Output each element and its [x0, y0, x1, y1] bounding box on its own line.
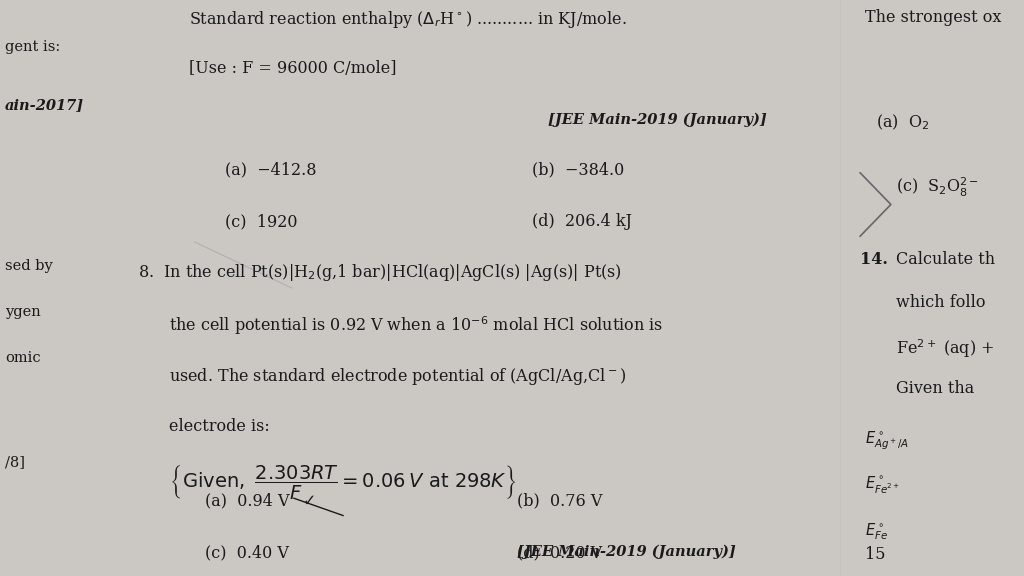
Text: omic: omic — [5, 351, 41, 365]
Text: (d)  206.4 kJ: (d) 206.4 kJ — [532, 213, 633, 230]
Text: (a)  −412.8: (a) −412.8 — [225, 161, 316, 179]
Text: Calculate th: Calculate th — [896, 251, 995, 268]
Text: ain-2017]: ain-2017] — [5, 98, 84, 112]
Text: the cell potential is 0.92 V when a 10$^{-6}$ molal HCl solution is: the cell potential is 0.92 V when a 10$^… — [169, 314, 664, 336]
Text: $E^\circ_{Ag^+/A}$: $E^\circ_{Ag^+/A}$ — [865, 429, 909, 452]
Text: [Use : F = 96000 C/mole]: [Use : F = 96000 C/mole] — [189, 60, 397, 78]
Text: Fe$^{2+}$ (aq) +: Fe$^{2+}$ (aq) + — [896, 337, 994, 359]
Text: 15: 15 — [865, 546, 886, 563]
Text: 14.: 14. — [860, 251, 888, 268]
Text: [JEE Main-2019 (January)]: [JEE Main-2019 (January)] — [517, 544, 736, 559]
Text: $E^\circ_{Fe}$: $E^\circ_{Fe}$ — [865, 521, 888, 542]
Text: $E^\circ_{Fe^{2+}}$: $E^\circ_{Fe^{2+}}$ — [865, 475, 900, 496]
Text: which follo: which follo — [896, 294, 985, 311]
Text: (c)  S$_2$O$_8^{2-}$: (c) S$_2$O$_8^{2-}$ — [896, 176, 979, 199]
Text: 8.  In the cell Pt(s)|H$_2$(g,1 bar)|HCl(aq)|AgCl(s) |Ag(s)| Pt(s): 8. In the cell Pt(s)|H$_2$(g,1 bar)|HCl(… — [138, 262, 623, 283]
Text: (a)  O$_2$: (a) O$_2$ — [876, 112, 929, 132]
Text: (a)  0.94 V: (a) 0.94 V — [205, 492, 290, 510]
Text: sed by: sed by — [5, 259, 53, 273]
Text: Given tha: Given tha — [896, 380, 974, 397]
Text: gent is:: gent is: — [5, 40, 60, 54]
Text: Standard reaction enthalpy ($\Delta_r$H$^\circ$) ........... in KJ/mole.: Standard reaction enthalpy ($\Delta_r$H$… — [189, 9, 627, 29]
Text: [JEE Main-2019 (January)]: [JEE Main-2019 (January)] — [548, 112, 767, 127]
Text: (d)  0.20 V: (d) 0.20 V — [517, 544, 602, 562]
Text: used. The standard electrode potential of (AgCl/Ag,Cl$^-$): used. The standard electrode potential o… — [169, 366, 626, 386]
Text: /8]: /8] — [5, 455, 26, 469]
Text: electrode is:: electrode is: — [169, 418, 269, 435]
Text: $\left\{\mathrm{Given,}\ \dfrac{2.303RT}{F} = 0.06\,V\ \mathrm{at}\ 298K\right\}: $\left\{\mathrm{Given,}\ \dfrac{2.303RT}… — [169, 464, 516, 502]
Text: The strongest ox: The strongest ox — [865, 9, 1001, 26]
Text: (c)  0.40 V: (c) 0.40 V — [205, 544, 289, 562]
Text: ygen: ygen — [5, 305, 41, 319]
Text: (c)  1920: (c) 1920 — [225, 213, 298, 230]
Text: (b)  −384.0: (b) −384.0 — [532, 161, 625, 179]
Text: $\checkmark$: $\checkmark$ — [302, 492, 314, 507]
Text: (b)  0.76 V: (b) 0.76 V — [517, 492, 602, 510]
